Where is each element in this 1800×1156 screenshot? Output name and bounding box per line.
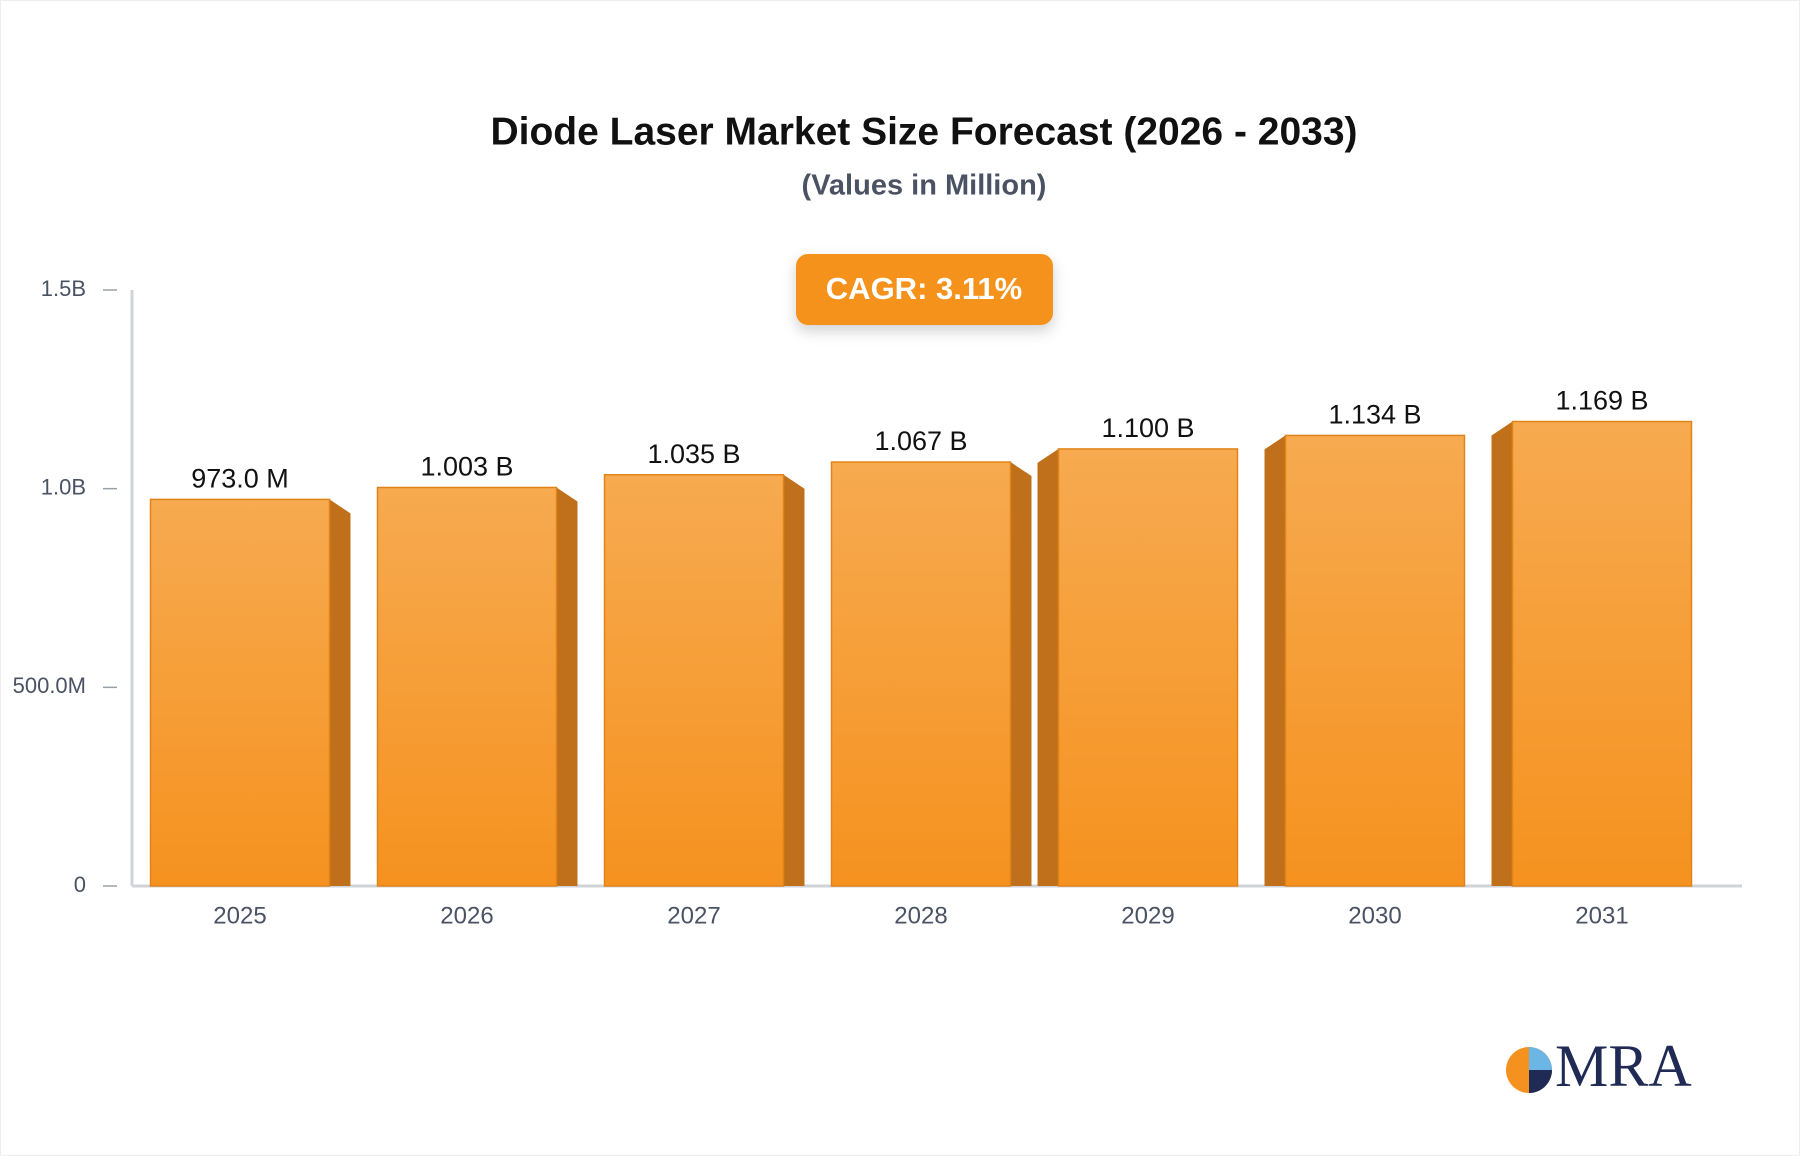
value-label: 1.067 B [874, 426, 967, 456]
cagr-label: CAGR: 3.11% [826, 271, 1022, 306]
x-tick-label: 2026 [440, 902, 493, 929]
bar-side [1010, 462, 1032, 886]
bar [603, 474, 785, 887]
chart-title: Diode Laser Market Size Forecast (2026 -… [490, 110, 1357, 153]
x-tick-label: 2029 [1121, 902, 1174, 929]
cagr-badge [796, 254, 1053, 325]
value-label: 1.035 B [647, 439, 740, 469]
logo-slice [1529, 1047, 1552, 1070]
value-label: 1.100 B [1101, 413, 1194, 443]
logo-text: MRA [1555, 1033, 1692, 1099]
x-tick-label: 2030 [1348, 902, 1401, 929]
y-tick-label: 0 [74, 872, 86, 897]
bar-side [556, 487, 578, 886]
bar-side [1491, 421, 1513, 886]
value-label: 973.0 M [191, 464, 289, 494]
bar [1511, 420, 1693, 887]
bar [149, 498, 331, 887]
x-tick-label: 2028 [894, 902, 947, 929]
cagr-box [796, 254, 1053, 325]
value-label: 1.169 B [1555, 386, 1648, 416]
bar-side [1264, 435, 1286, 886]
y-tick-label: 500.0M [13, 673, 86, 698]
value-label: 1.003 B [420, 452, 513, 482]
bar-side [1037, 448, 1059, 886]
x-tick-label: 2025 [213, 902, 266, 929]
bar [1057, 448, 1239, 887]
bar [1284, 434, 1466, 887]
chart-subtitle: (Values in Million) [802, 170, 1047, 202]
y-tick-label: 1.0B [41, 474, 86, 499]
y-tick-label: 1.5B [41, 276, 86, 301]
x-tick-label: 2027 [667, 902, 720, 929]
bar [376, 486, 558, 887]
bar-side [783, 474, 805, 886]
value-label: 1.134 B [1328, 400, 1421, 430]
logo: MRA [1506, 1033, 1692, 1099]
bar [830, 461, 1012, 887]
logo-slice [1529, 1070, 1552, 1093]
bar-side [329, 499, 351, 886]
x-tick-label: 2031 [1575, 902, 1628, 929]
